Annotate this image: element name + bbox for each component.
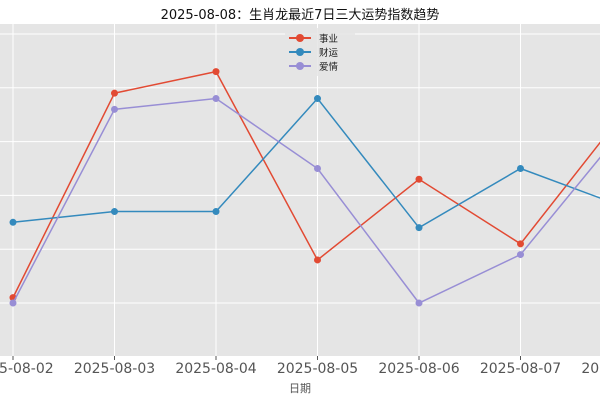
data-point <box>415 175 423 183</box>
series-line-2 <box>12 97 600 304</box>
data-point <box>212 208 220 216</box>
x-tick-label: 2025-08-02 <box>0 361 54 377</box>
data-point <box>314 256 321 264</box>
data-point <box>314 95 321 103</box>
legend-marker-career-icon <box>289 34 311 42</box>
legend-item-wealth: 财运 <box>289 45 338 59</box>
x-tick-label: 2025-08-05 <box>276 361 359 377</box>
x-tick-label: 2025-08-08 <box>581 361 600 377</box>
legend-label: 爱情 <box>319 62 339 73</box>
legend-item-career: 事业 <box>289 31 338 45</box>
legend: 事业 财运 爱情 <box>285 28 355 76</box>
x-tick-label: 2025-08-06 <box>378 361 460 377</box>
chart-title: 2025-08-08：生肖龙最近7日三大运势指数趋势 <box>160 8 440 23</box>
data-point <box>111 208 118 216</box>
legend-label: 财运 <box>319 48 339 59</box>
legend-item-love: 爱情 <box>289 59 338 73</box>
x-tick-label: 2025-08-07 <box>479 361 562 377</box>
data-point <box>517 251 524 259</box>
data-point <box>111 89 118 97</box>
series-line-1 <box>12 97 600 229</box>
plot-area <box>0 24 600 356</box>
data-point <box>212 68 220 76</box>
data-point <box>9 218 17 226</box>
data-point <box>314 165 321 172</box>
data-point <box>415 224 423 232</box>
data-point <box>517 165 524 172</box>
legend-label: 事业 <box>319 34 339 45</box>
series-line-0 <box>12 70 600 298</box>
legend-marker-love-icon <box>289 62 311 70</box>
x-tick-label: 2025-08-04 <box>175 361 257 377</box>
legend-marker-wealth-icon <box>289 48 311 56</box>
data-point <box>111 105 118 113</box>
data-point <box>517 240 524 248</box>
data-point <box>415 299 423 307</box>
data-point <box>212 95 220 103</box>
x-tick-label: 2025-08-03 <box>73 361 156 377</box>
x-axis-label: 日期 <box>289 382 311 395</box>
data-point <box>9 299 17 307</box>
